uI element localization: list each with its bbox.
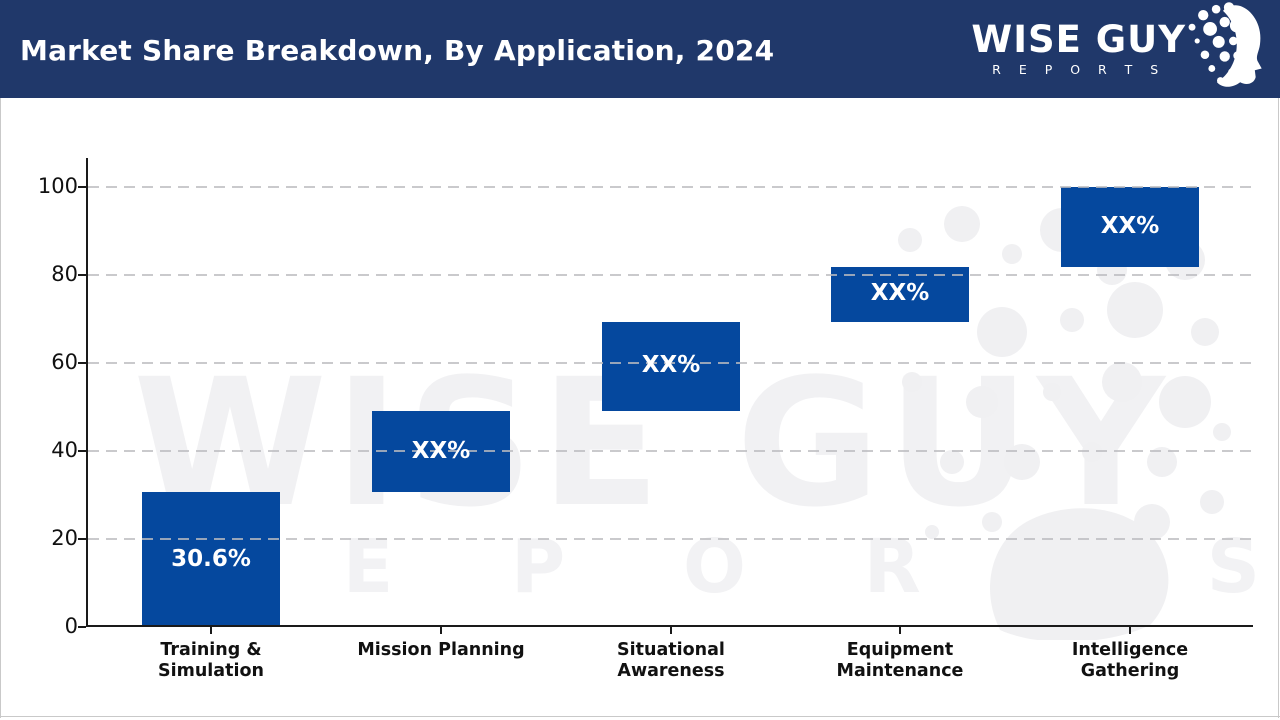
gridline-100 [88,186,1253,188]
page-right-border [1278,98,1279,718]
logo-name: WISE GUY [971,17,1186,61]
logo-text: WISE GUY R E P O R T S [971,17,1186,78]
bar-3 [602,321,740,411]
y-tick-mark-100 [78,186,86,188]
y-tick-label: 40 [51,438,78,462]
y-tick-mark-20 [78,538,86,540]
x-tick-mark-5 [1129,627,1131,634]
y-tick-label: 100 [37,174,78,198]
x-category-label: Intelligence Gathering [1071,640,1189,682]
bar-value-label: XX% [870,280,930,307]
x-axis-line [86,625,1253,627]
x-category-label: Situational Awareness [617,640,725,682]
x-category-label: Training & Simulation [158,640,264,682]
x-category-label: Equipment Maintenance [836,640,964,682]
y-tick-mark-40 [78,450,86,452]
x-category-label: Mission Planning [357,640,525,660]
page-title: Market Share Breakdown, By Application, … [20,34,775,67]
bar-5 [1061,187,1199,267]
y-tick-mark-60 [78,362,86,364]
y-axis-line [86,158,88,627]
bar-1 [142,492,280,627]
y-tick-label: 0 [64,614,78,638]
gridline-40 [88,450,1253,452]
header-bar: Market Share Breakdown, By Application, … [0,0,1280,98]
y-tick-mark-80 [78,274,86,276]
x-tick-mark-3 [670,627,672,634]
y-tick-label: 20 [51,526,78,550]
gridline-60 [88,362,1253,364]
logo-subtitle: R E P O R T S [992,62,1166,78]
page-bottom-border [0,716,1280,717]
gridline-80 [88,274,1253,276]
x-tick-mark-2 [440,627,442,634]
bar-value-label: XX% [641,352,701,379]
bar-value-label: XX% [1100,212,1160,239]
bar-value-label: XX% [411,437,471,464]
page-left-border [0,98,1,718]
y-tick-mark-0 [78,626,86,628]
y-tick-label: 80 [51,262,78,286]
bar-value-label: 30.6% [171,545,251,572]
gridline-20 [88,538,1253,540]
x-tick-mark-1 [210,627,212,634]
y-tick-label: 60 [51,350,78,374]
x-tick-mark-4 [899,627,901,634]
wise-guy-logo: WISE GUY R E P O R T S [971,1,1266,97]
logo-head-icon [1180,1,1266,97]
